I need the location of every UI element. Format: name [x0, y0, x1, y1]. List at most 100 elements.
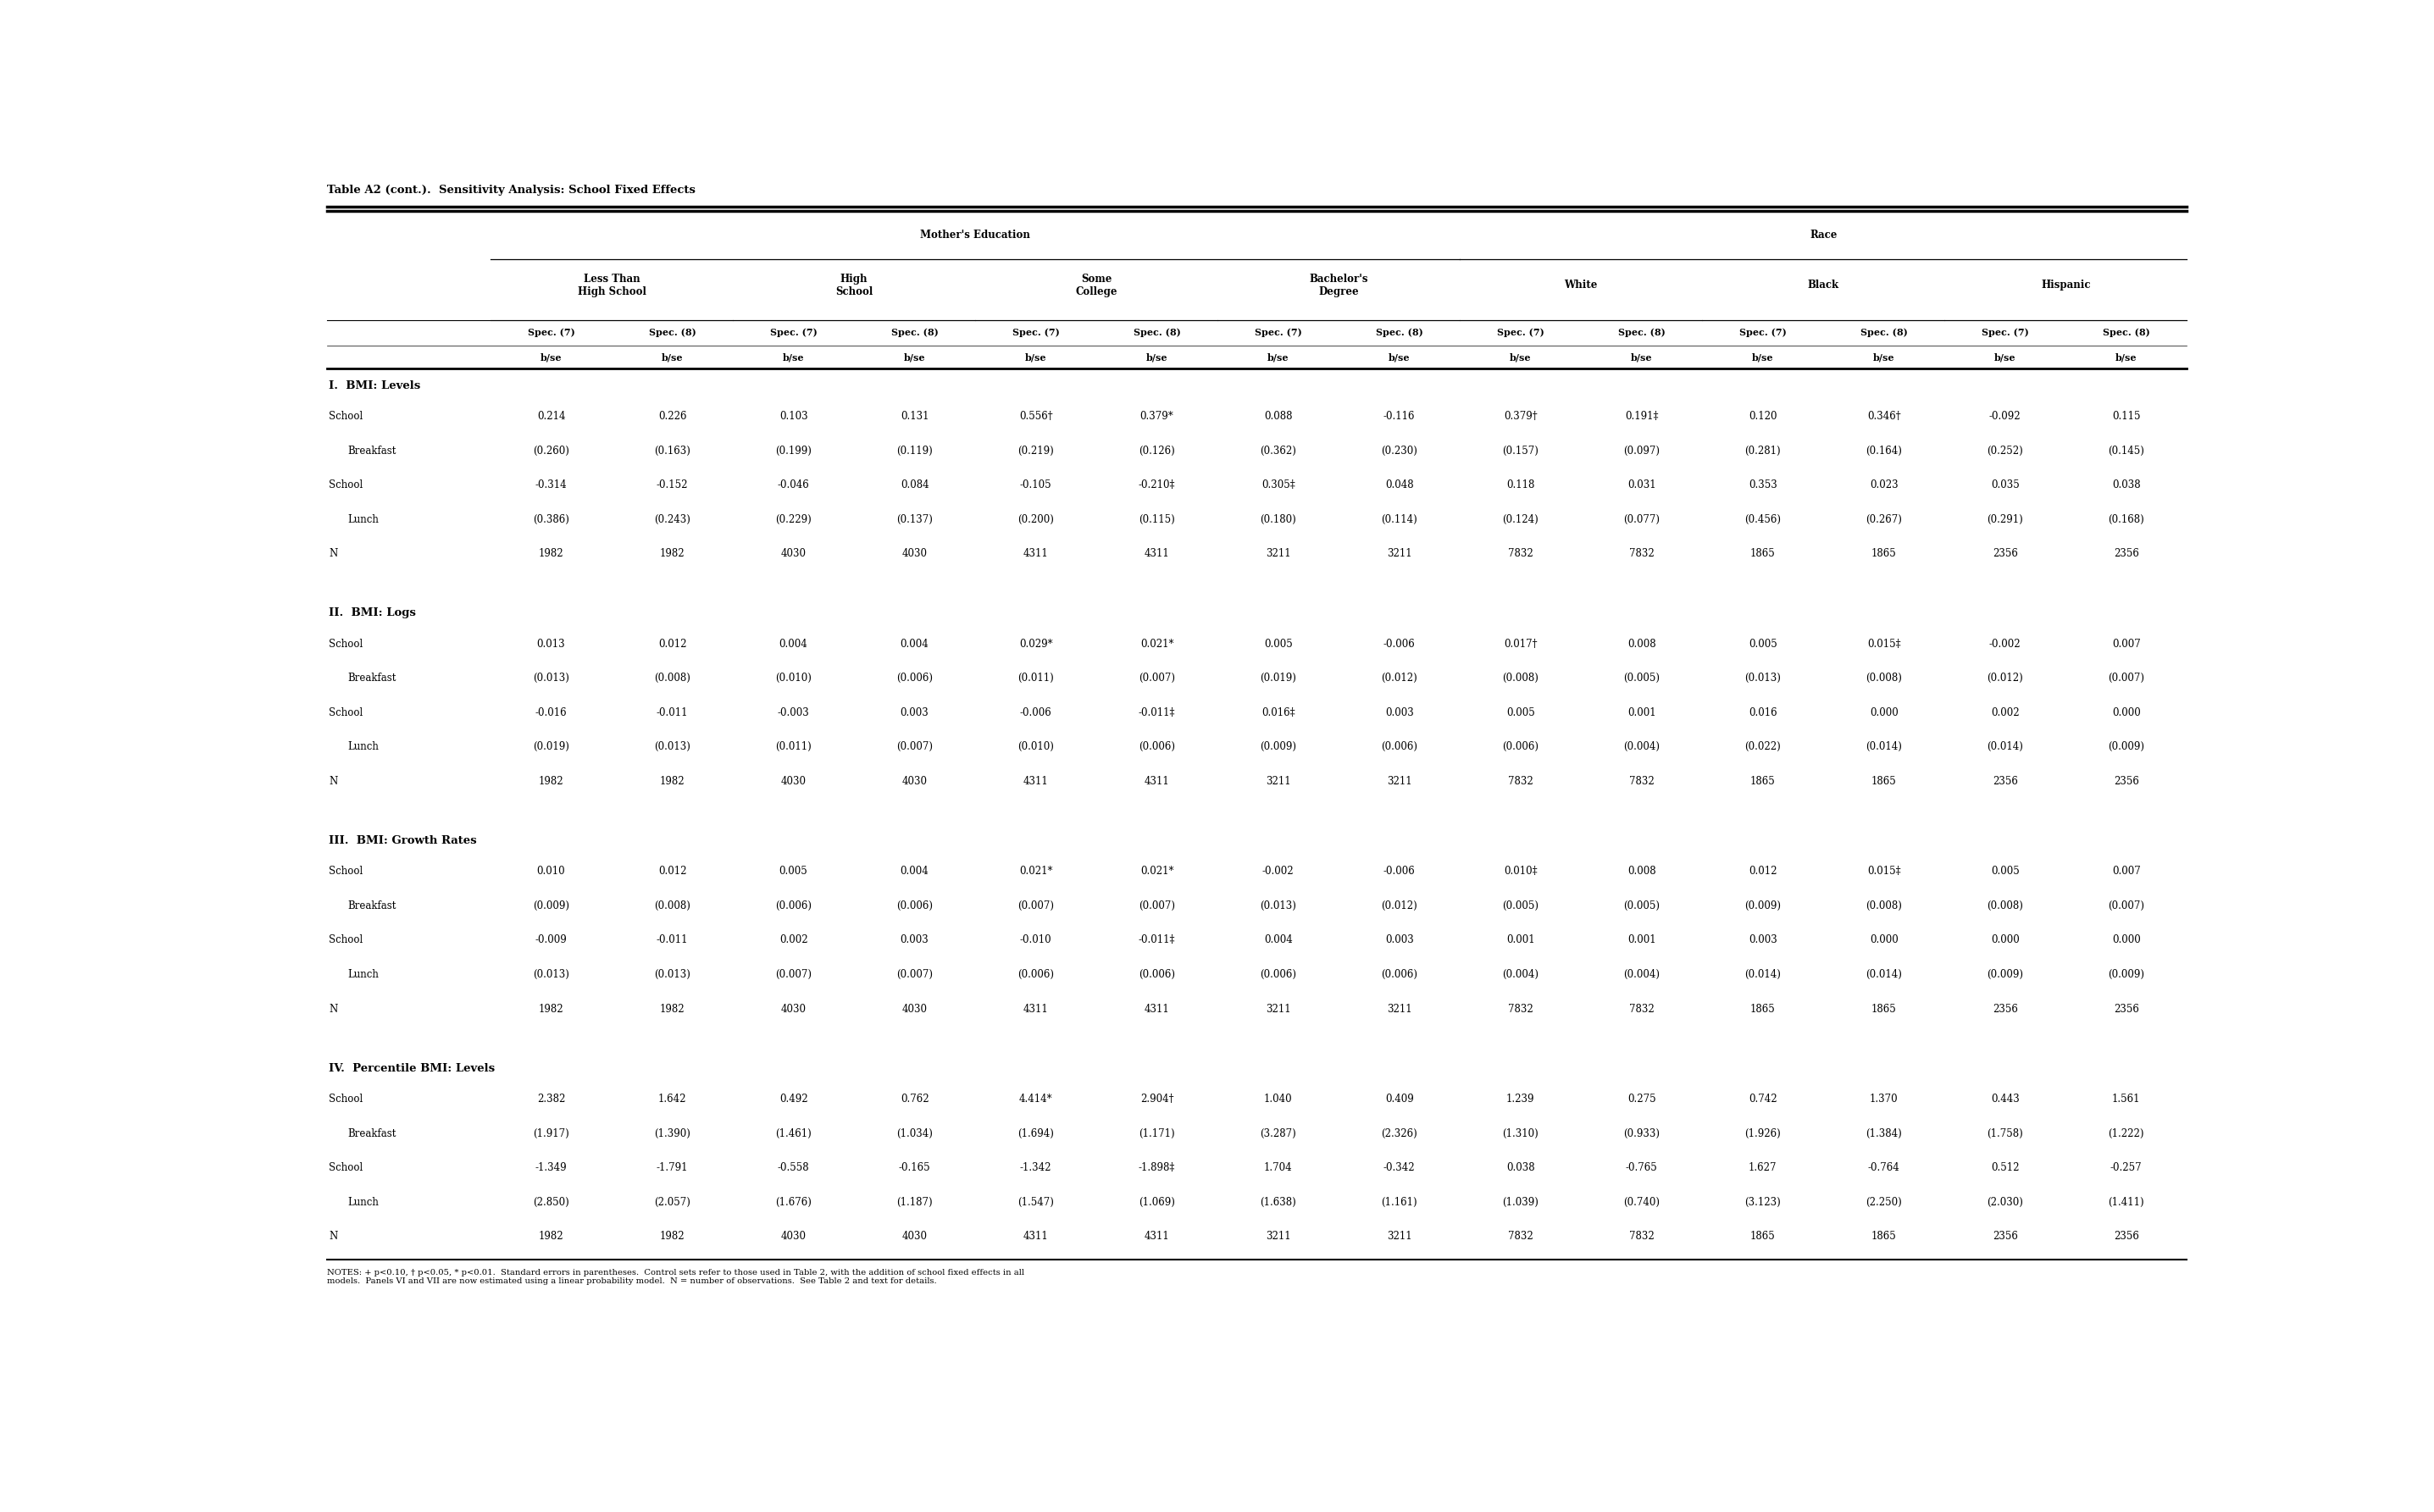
Text: -1.898‡: -1.898‡: [1139, 1163, 1176, 1173]
Text: b/se: b/se: [1387, 352, 1409, 361]
Text: (1.039): (1.039): [1502, 1196, 1538, 1208]
Text: (0.009): (0.009): [533, 900, 570, 912]
Text: -0.116: -0.116: [1383, 411, 1414, 422]
Text: (0.009): (0.009): [1261, 741, 1297, 753]
Text: (1.547): (1.547): [1017, 1196, 1054, 1208]
Text: -0.092: -0.092: [1989, 411, 2020, 422]
Text: 1982: 1982: [538, 549, 565, 559]
Text: 0.016‡: 0.016‡: [1261, 708, 1295, 718]
Text: 1982: 1982: [660, 1004, 684, 1015]
Text: Bachelor's
Degree: Bachelor's Degree: [1309, 274, 1368, 296]
Text: 0.214: 0.214: [538, 411, 565, 422]
Text: 0.346†: 0.346†: [1867, 411, 1901, 422]
Text: School: School: [329, 479, 363, 490]
Text: (0.006): (0.006): [1017, 969, 1054, 980]
Text: -1.791: -1.791: [657, 1163, 689, 1173]
Text: 0.012: 0.012: [657, 866, 686, 877]
Text: (0.019): (0.019): [1261, 673, 1297, 683]
Text: 0.003: 0.003: [901, 708, 930, 718]
Text: 0.035: 0.035: [1991, 479, 2020, 490]
Text: -0.046: -0.046: [776, 479, 811, 490]
Text: 0.005: 0.005: [1991, 866, 2020, 877]
Text: (0.008): (0.008): [1986, 900, 2023, 912]
Text: 4.414*: 4.414*: [1020, 1093, 1051, 1105]
Text: -0.006: -0.006: [1383, 866, 1414, 877]
Text: 1865: 1865: [1872, 1231, 1896, 1241]
Text: 0.004: 0.004: [901, 866, 930, 877]
Text: (0.260): (0.260): [533, 445, 570, 457]
Text: -0.016: -0.016: [535, 708, 567, 718]
Text: 2356: 2356: [2113, 776, 2139, 786]
Text: (0.009): (0.009): [2108, 741, 2144, 753]
Text: (1.222): (1.222): [2108, 1128, 2144, 1139]
Text: 0.115: 0.115: [2113, 411, 2139, 422]
Text: White: White: [1565, 280, 1597, 290]
Text: (1.694): (1.694): [1017, 1128, 1054, 1139]
Text: 0.742: 0.742: [1748, 1093, 1777, 1105]
Text: (0.115): (0.115): [1139, 514, 1176, 525]
Text: 7832: 7832: [1628, 1004, 1655, 1015]
Text: Breakfast: Breakfast: [348, 1128, 397, 1139]
Text: (0.012): (0.012): [1986, 673, 2023, 683]
Text: IV.  Percentile BMI: Levels: IV. Percentile BMI: Levels: [329, 1063, 494, 1074]
Text: Race: Race: [1808, 230, 1838, 240]
Text: Spec. (7): Spec. (7): [1981, 328, 2028, 337]
Text: 1.561: 1.561: [2113, 1093, 2139, 1105]
Text: (0.009): (0.009): [1986, 969, 2023, 980]
Text: Breakfast: Breakfast: [348, 900, 397, 912]
Text: (0.004): (0.004): [1623, 969, 1660, 980]
Text: 0.029*: 0.029*: [1020, 638, 1051, 650]
Text: High
School: High School: [835, 274, 874, 296]
Text: (0.008): (0.008): [1867, 900, 1901, 912]
Text: 0.492: 0.492: [779, 1093, 808, 1105]
Text: (1.171): (1.171): [1139, 1128, 1176, 1139]
Text: 0.000: 0.000: [2113, 934, 2139, 945]
Text: 1.627: 1.627: [1748, 1163, 1777, 1173]
Text: School: School: [329, 638, 363, 650]
Text: (1.917): (1.917): [533, 1128, 570, 1139]
Text: 0.000: 0.000: [2113, 708, 2139, 718]
Text: (0.008): (0.008): [655, 673, 691, 683]
Text: 4311: 4311: [1022, 549, 1049, 559]
Text: 1982: 1982: [538, 776, 565, 786]
Text: (1.187): (1.187): [896, 1196, 932, 1208]
Text: (0.006): (0.006): [1502, 741, 1538, 753]
Text: (0.168): (0.168): [2108, 514, 2144, 525]
Text: 0.031: 0.031: [1628, 479, 1655, 490]
Text: (0.126): (0.126): [1139, 445, 1176, 457]
Text: 0.000: 0.000: [1869, 708, 1899, 718]
Text: Spec. (8): Spec. (8): [1860, 328, 1908, 337]
Text: (0.199): (0.199): [776, 445, 811, 457]
Text: (0.008): (0.008): [655, 900, 691, 912]
Text: N: N: [329, 1231, 338, 1241]
Text: (0.180): (0.180): [1261, 514, 1297, 525]
Text: (0.014): (0.014): [1867, 741, 1901, 753]
Text: -0.257: -0.257: [2110, 1163, 2142, 1173]
Text: 4311: 4311: [1022, 1004, 1049, 1015]
Text: Hispanic: Hispanic: [2040, 280, 2091, 290]
Text: Spec. (7): Spec. (7): [1497, 328, 1543, 337]
Text: School: School: [329, 934, 363, 945]
Text: 4030: 4030: [781, 1231, 806, 1241]
Text: Spec. (8): Spec. (8): [891, 328, 937, 337]
Text: (0.252): (0.252): [1986, 445, 2023, 457]
Text: (0.200): (0.200): [1017, 514, 1054, 525]
Text: (0.014): (0.014): [1986, 741, 2023, 753]
Text: (0.219): (0.219): [1017, 445, 1054, 457]
Text: (0.114): (0.114): [1380, 514, 1417, 525]
Text: 1982: 1982: [660, 776, 684, 786]
Text: (0.006): (0.006): [1139, 741, 1176, 753]
Text: (0.013): (0.013): [533, 969, 570, 980]
Text: b/se: b/se: [1993, 352, 2015, 361]
Text: 1.040: 1.040: [1263, 1093, 1292, 1105]
Text: Spec. (8): Spec. (8): [2103, 328, 2149, 337]
Text: 0.002: 0.002: [1991, 708, 2020, 718]
Text: NOTES: + p<0.10, † p<0.05, * p<0.01.  Standard errors in parentheses.  Control s: NOTES: + p<0.10, † p<0.05, * p<0.01. Sta…: [326, 1269, 1025, 1285]
Text: 0.512: 0.512: [1991, 1163, 2020, 1173]
Text: 0.004: 0.004: [901, 638, 930, 650]
Text: (0.012): (0.012): [1380, 673, 1417, 683]
Text: 3211: 3211: [1387, 1231, 1412, 1241]
Text: 0.021*: 0.021*: [1020, 866, 1051, 877]
Text: 1.704: 1.704: [1263, 1163, 1292, 1173]
Text: 2356: 2356: [1993, 1004, 2018, 1015]
